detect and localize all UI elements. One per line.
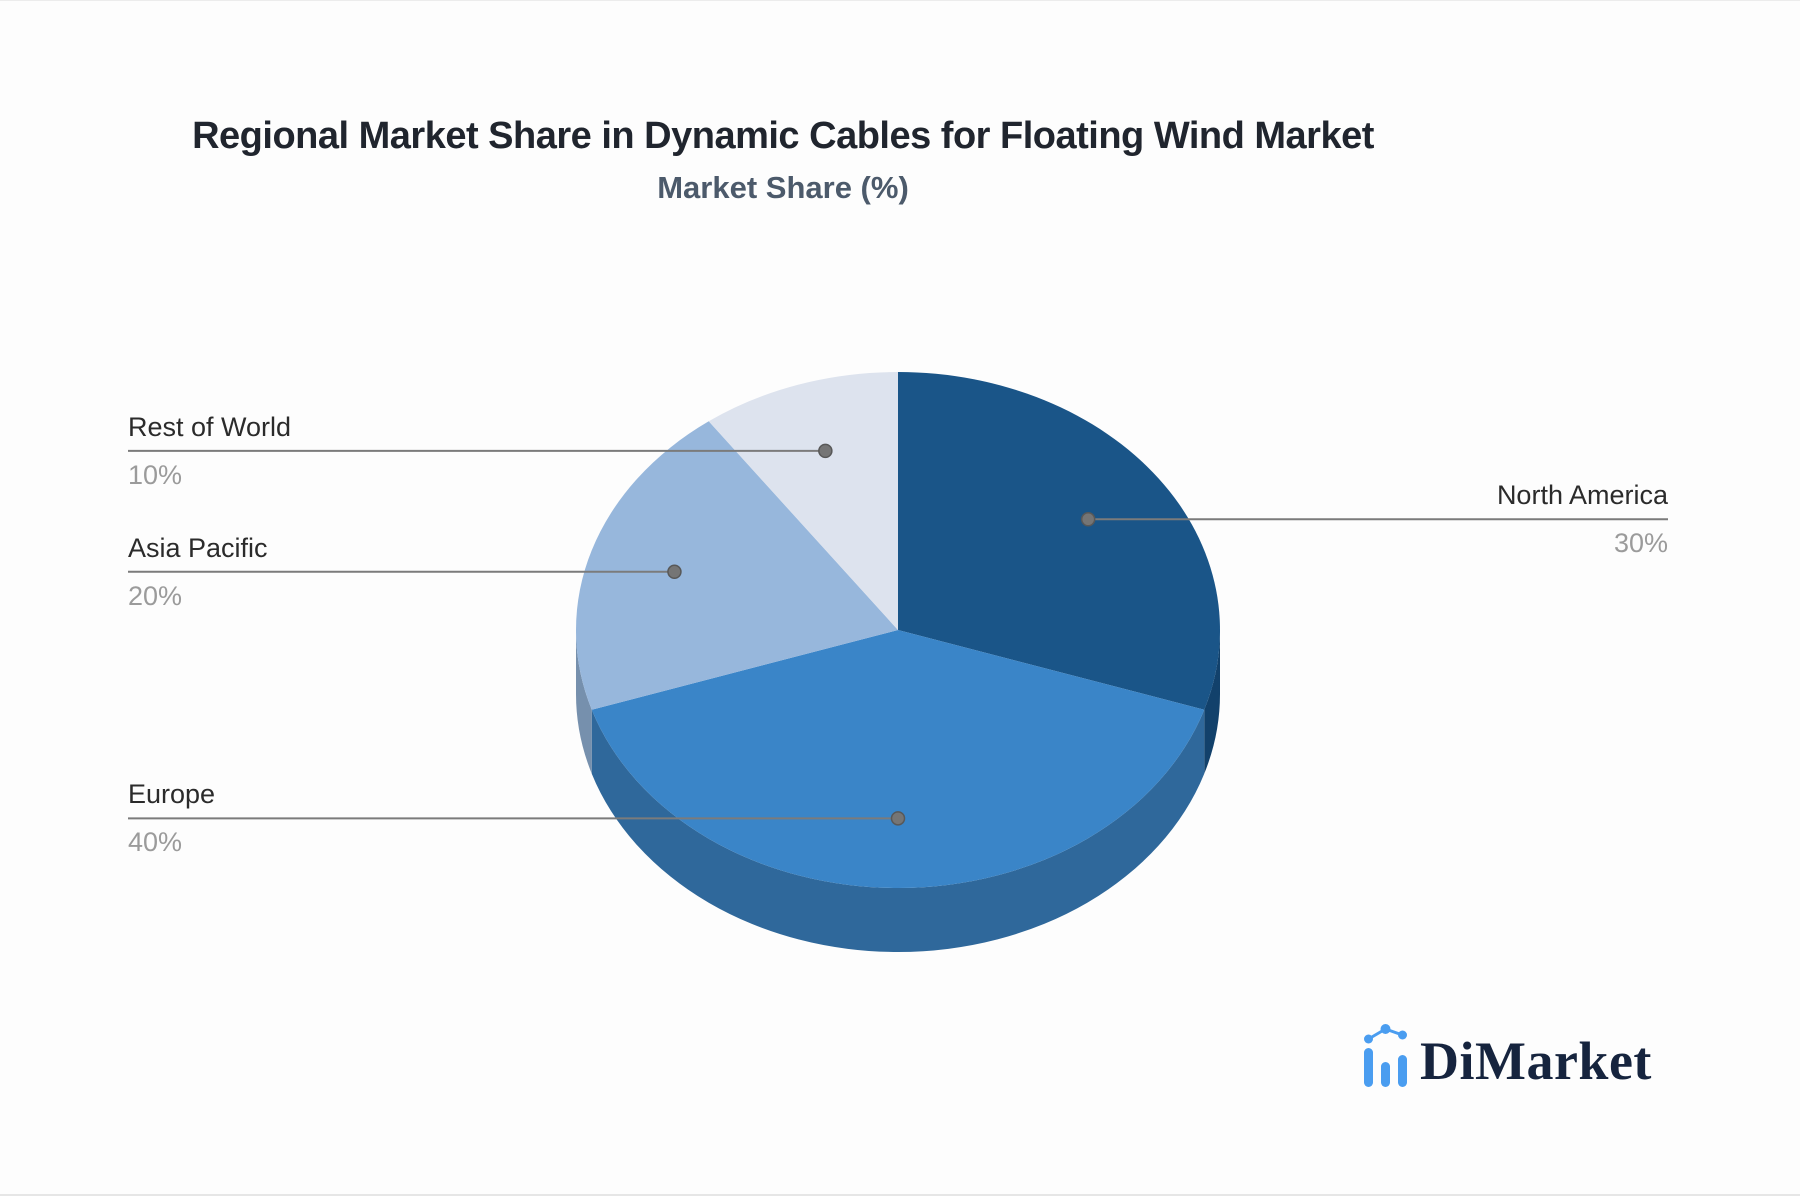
slice-name: Asia Pacific (128, 532, 268, 563)
slice-name: North America (1496, 480, 1668, 511)
chart-subtitle: Market Share (%) (657, 170, 909, 205)
slice-value: 10% (128, 459, 183, 490)
leader-dot (667, 564, 682, 580)
slice-name: Europe (128, 779, 216, 810)
leader-dot (1080, 512, 1096, 527)
pie-rim-asia-pacific (576, 630, 592, 774)
slice-value: 20% (128, 580, 183, 611)
slice-label-rest-of-world: Rest of World 10% (128, 410, 908, 492)
pie-rim-europe (591, 709, 1205, 952)
slice-label-north-america: North America 30% (888, 478, 1668, 560)
top-edge-line (0, 0, 1800, 1)
chart-title: Regional Market Share in Dynamic Cables … (192, 115, 1374, 157)
brand-logo: DiMarket (1362, 1018, 1652, 1090)
brand-name: DiMarket (1420, 1031, 1652, 1091)
slice-value: 30% (1613, 528, 1668, 559)
bottom-edge-line (0, 1194, 1800, 1196)
leader-dot (890, 811, 906, 826)
slice-label-asia-pacific: Asia Pacific 20% (128, 531, 908, 613)
pie-slice-rest-of-world[interactable] (708, 372, 898, 630)
bar-line-chart-icon (1364, 1024, 1407, 1087)
pie-slice-europe[interactable] (591, 630, 1205, 888)
leader-dot (818, 443, 833, 459)
pie-slice-north-america[interactable] (898, 371, 1220, 710)
pie-slice-asia-pacific[interactable] (576, 421, 898, 710)
pie-rim-north-america (1204, 630, 1220, 774)
slice-name: Rest of World (128, 411, 292, 442)
slice-value: 40% (128, 827, 183, 858)
chart-header: Regional Market Share in Dynamic Cables … (0, 114, 1566, 206)
slice-label-europe: Europe 40% (128, 777, 908, 859)
